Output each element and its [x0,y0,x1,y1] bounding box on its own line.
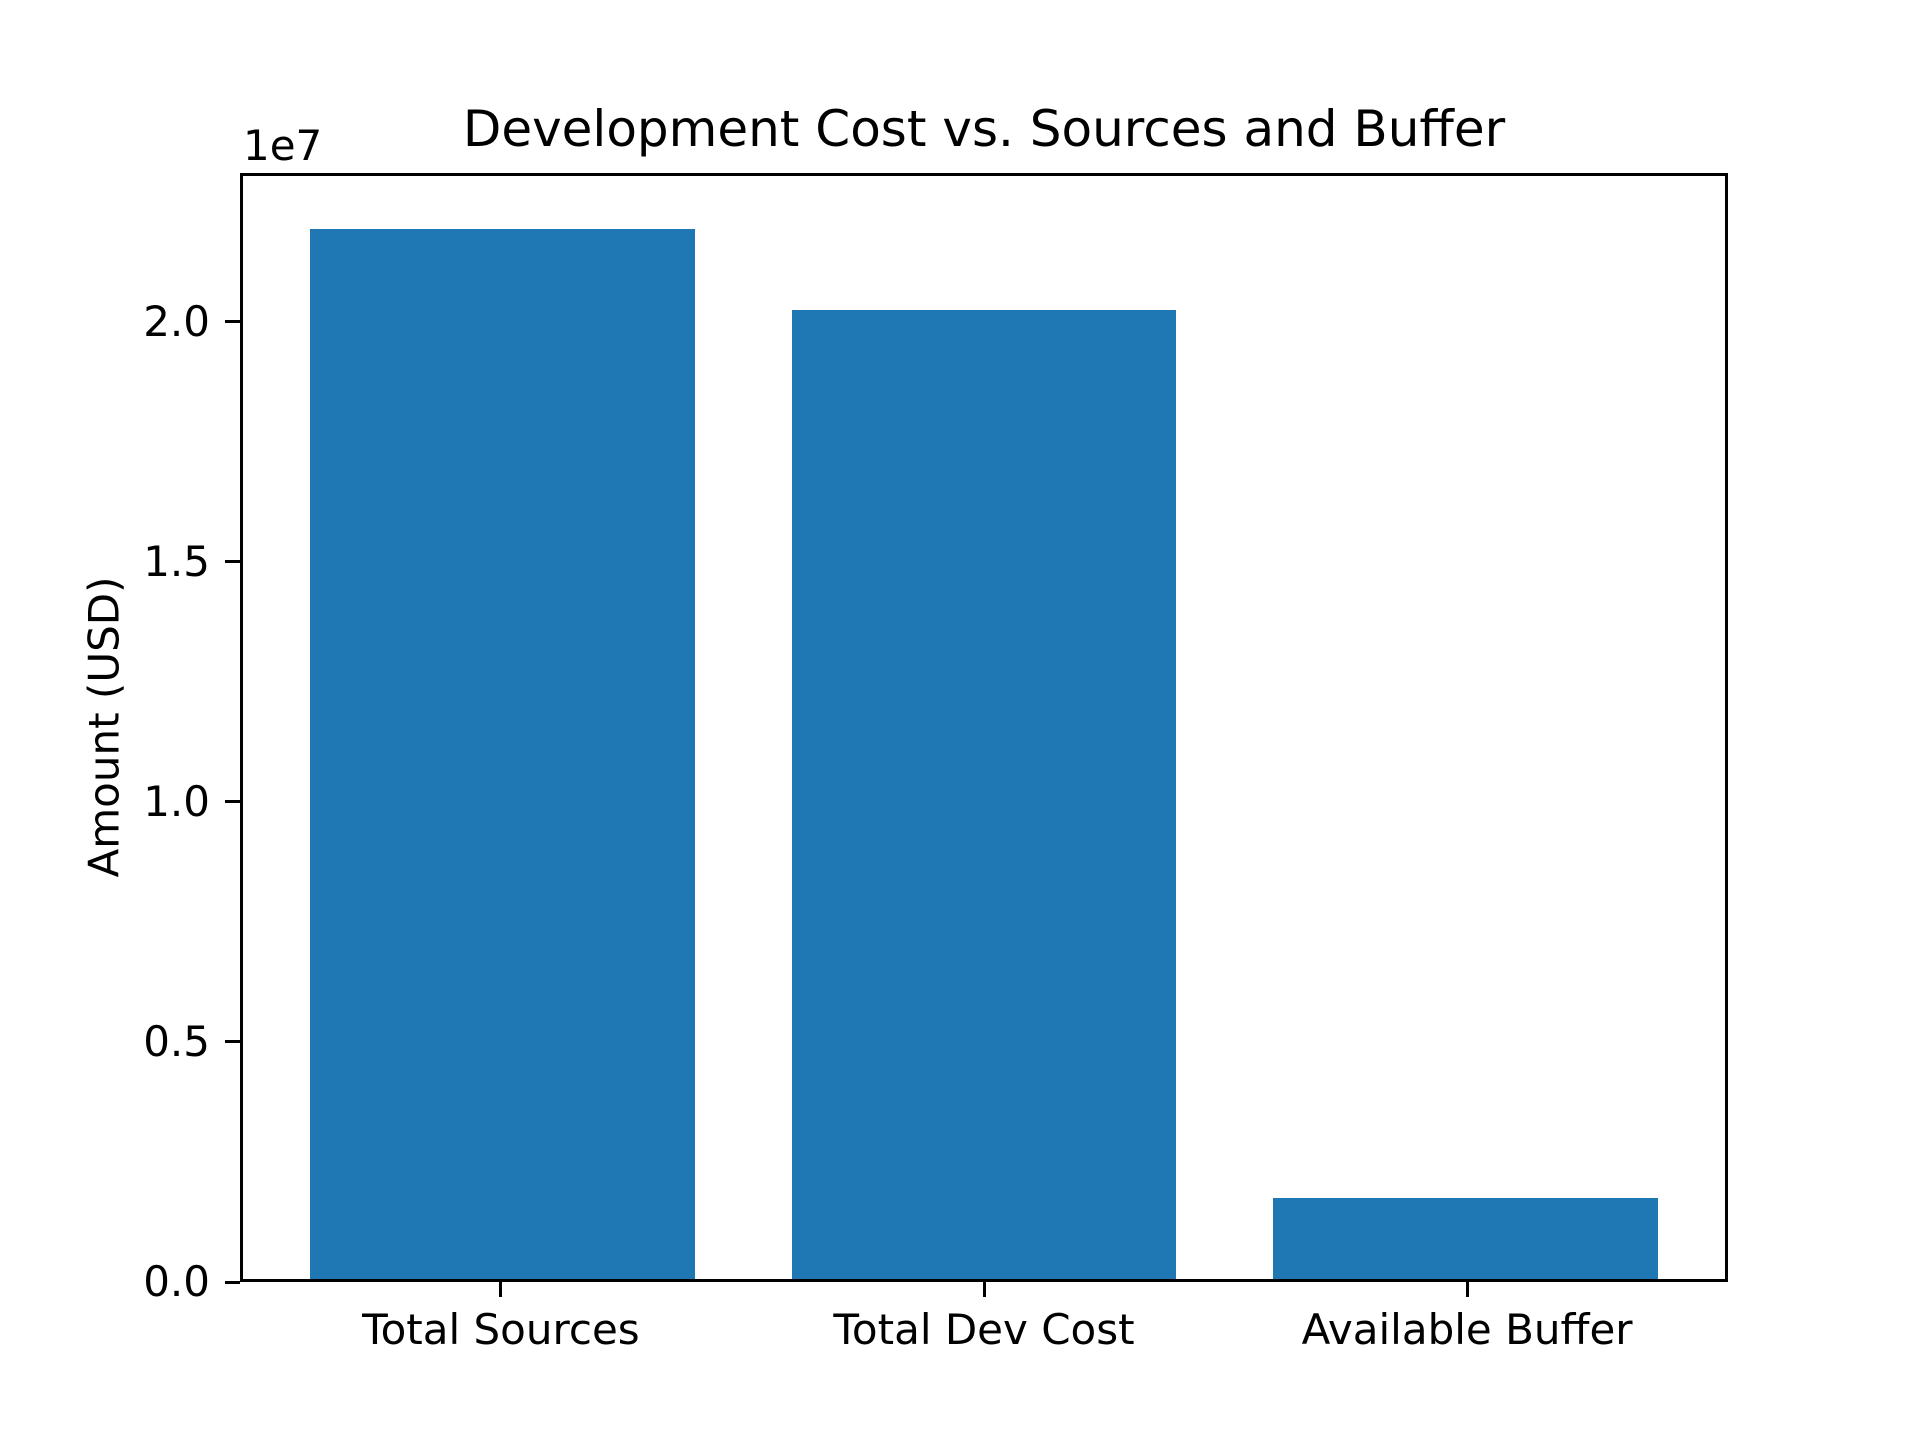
y-tick-mark [225,560,240,564]
y-axis-offset-text: 1e7 [243,121,323,170]
x-tick-label-total-dev-cost: Total Dev Cost [833,1305,1135,1354]
x-tick-label-available-buffer: Available Buffer [1301,1305,1633,1354]
y-tick-label: 1.0 [143,776,210,826]
y-tick-mark [225,800,240,804]
bar-available-buffer [1272,1197,1658,1279]
x-tick-mark [499,1282,503,1297]
y-tick-label: 0.0 [143,1257,210,1306]
x-tick-mark [982,1282,986,1297]
y-tick-label: 1.5 [143,536,210,586]
x-tick-mark [1465,1282,1469,1297]
bar-total-sources [310,228,696,1279]
chart-title: Development Cost vs. Sources and Buffer [462,100,1506,158]
y-tick-label: 0.5 [143,1016,210,1066]
x-tick-label-total-sources: Total Sources [362,1305,640,1354]
y-axis-label: Amount (USD) [79,576,129,878]
y-tick-mark [225,320,240,324]
y-tick-mark [225,1280,240,1284]
plot-area [240,173,1728,1282]
bar-total-dev-cost [791,309,1177,1279]
y-tick-mark [225,1040,240,1044]
y-tick-label: 2.0 [143,296,210,346]
